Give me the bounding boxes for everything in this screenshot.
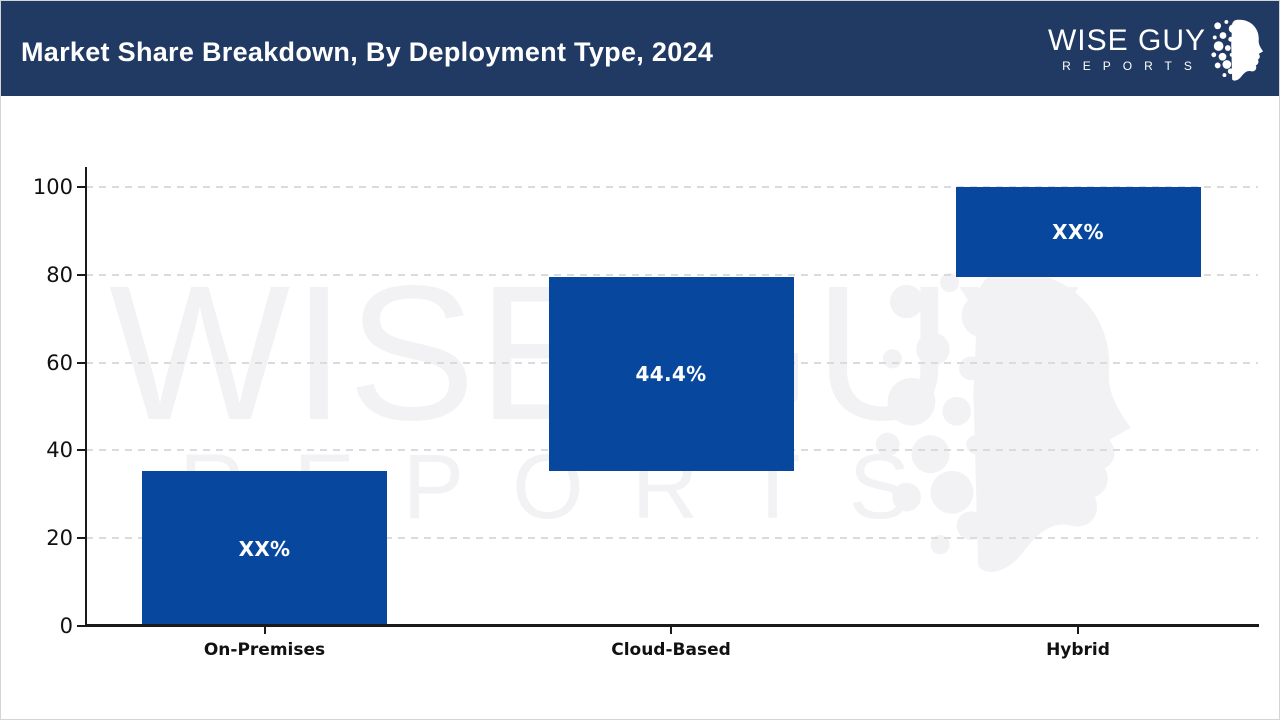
gridline-y-80 bbox=[86, 273, 1258, 276]
y-tick-label: 100 bbox=[32, 175, 73, 199]
bar-value-label: 44.4% bbox=[635, 362, 707, 386]
x-tick-mark bbox=[670, 627, 672, 634]
y-tick-mark bbox=[77, 273, 85, 276]
bar-value-label: XX% bbox=[238, 536, 291, 561]
brand-face-icon bbox=[1208, 13, 1266, 85]
y-tick-label: 20 bbox=[46, 526, 73, 551]
brand-wordmark: WISE GUY bbox=[1047, 24, 1206, 57]
x-category-label: Cloud-Based bbox=[611, 640, 731, 660]
y-axis-line bbox=[85, 167, 87, 627]
y-tick-label: 0 bbox=[59, 614, 73, 638]
brand-logo-text: WISE GUY REPORTS bbox=[1047, 24, 1206, 74]
header-banner: Market Share Breakdown, By Deployment Ty… bbox=[1, 1, 1279, 96]
y-tick-mark bbox=[77, 361, 85, 364]
x-tick-mark bbox=[1077, 627, 1079, 634]
y-tick-label: 80 bbox=[46, 262, 73, 287]
x-category-label: Hybrid bbox=[1046, 640, 1110, 660]
y-tick-label: 40 bbox=[46, 438, 73, 463]
y-tick-mark bbox=[77, 449, 85, 452]
x-category-label: On-Premises bbox=[203, 640, 326, 660]
gridline-y-20 bbox=[86, 537, 1258, 540]
x-tick-mark bbox=[263, 627, 266, 634]
y-tick-mark bbox=[77, 537, 85, 540]
bar-segment-hybrid: XX% bbox=[955, 187, 1201, 277]
bar-segment-on-premises: XX% bbox=[142, 471, 387, 626]
x-axis-line bbox=[85, 624, 1259, 627]
brand-logo: WISE GUY REPORTS bbox=[1048, 8, 1266, 90]
y-tick-mark bbox=[77, 625, 85, 627]
bar-segment-cloud-based: 44.4% bbox=[548, 276, 794, 472]
y-tick-label: 60 bbox=[46, 350, 73, 375]
bar-value-label: XX% bbox=[1052, 219, 1104, 244]
gridline-y-100 bbox=[86, 186, 1258, 188]
y-tick-mark bbox=[77, 186, 85, 188]
page-title: Market Share Breakdown, By Deployment Ty… bbox=[21, 37, 714, 67]
brand-subtext: REPORTS bbox=[1062, 59, 1204, 73]
